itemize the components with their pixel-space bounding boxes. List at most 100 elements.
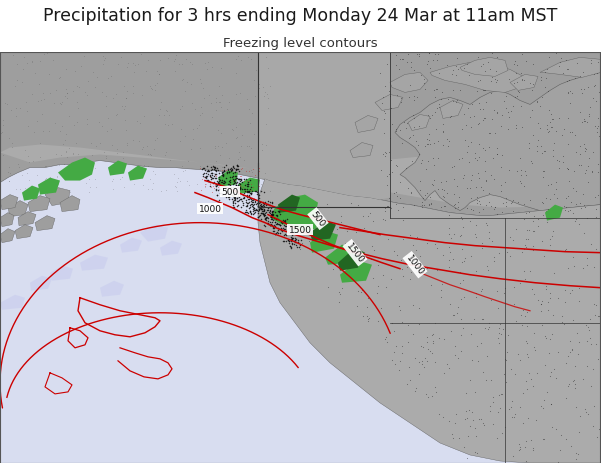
Point [526, 436, 535, 444]
Point [246, 167, 256, 174]
Point [542, 388, 552, 396]
Point [22, 107, 32, 115]
Point [221, 186, 230, 194]
Point [270, 219, 280, 226]
Point [477, 239, 486, 247]
Point [561, 395, 570, 402]
Point [241, 209, 251, 217]
Point [72, 83, 82, 90]
Point [437, 89, 447, 97]
Point [257, 210, 266, 217]
Point [538, 212, 548, 219]
Point [478, 316, 487, 323]
Point [522, 351, 532, 358]
Point [481, 376, 490, 384]
Point [393, 207, 403, 214]
Point [171, 52, 181, 59]
Point [11, 113, 21, 120]
Point [589, 402, 599, 410]
Point [218, 180, 228, 188]
Point [268, 208, 278, 215]
Point [572, 449, 581, 456]
Point [342, 228, 352, 236]
Point [228, 174, 238, 181]
Point [223, 189, 233, 197]
Point [406, 269, 416, 276]
Point [290, 238, 300, 246]
Point [277, 227, 287, 234]
Point [423, 189, 432, 197]
Point [538, 174, 548, 181]
Point [481, 220, 490, 227]
Point [551, 375, 561, 382]
Point [384, 195, 394, 203]
Point [198, 85, 208, 93]
Point [203, 173, 212, 181]
Point [109, 186, 118, 193]
Point [449, 231, 459, 238]
Point [257, 216, 266, 223]
Polygon shape [0, 53, 601, 463]
Point [469, 416, 478, 424]
Point [30, 70, 40, 77]
Point [534, 138, 543, 145]
Point [528, 132, 538, 139]
Point [514, 446, 523, 454]
Point [563, 383, 573, 390]
Point [423, 339, 432, 346]
Point [465, 422, 475, 429]
Point [264, 218, 273, 225]
Point [541, 283, 551, 290]
Point [472, 157, 482, 164]
Point [97, 89, 107, 96]
Point [395, 357, 405, 365]
Point [432, 267, 442, 274]
Point [242, 168, 251, 175]
Point [529, 228, 539, 236]
Point [588, 149, 597, 156]
Point [17, 172, 26, 180]
Point [510, 284, 519, 291]
Point [410, 261, 420, 268]
Point [239, 184, 248, 191]
Point [566, 88, 575, 96]
Point [234, 190, 243, 198]
Point [267, 200, 277, 207]
Point [546, 401, 556, 408]
Point [520, 443, 530, 450]
Polygon shape [60, 196, 80, 212]
Point [511, 318, 520, 325]
Point [561, 299, 570, 306]
Point [242, 200, 252, 208]
Point [558, 159, 568, 167]
Point [528, 61, 537, 69]
Point [403, 380, 412, 388]
Point [570, 75, 580, 82]
Point [286, 238, 296, 245]
Point [251, 206, 261, 214]
Point [378, 94, 388, 102]
Point [230, 194, 239, 202]
Point [242, 209, 251, 217]
Point [591, 98, 600, 106]
Point [209, 184, 219, 192]
Point [269, 214, 279, 222]
Point [246, 200, 256, 208]
Point [547, 124, 557, 131]
Point [459, 172, 468, 179]
Point [147, 86, 157, 93]
Point [522, 226, 532, 234]
Point [260, 88, 270, 96]
Point [537, 150, 547, 157]
Point [46, 90, 55, 97]
Point [582, 255, 592, 262]
Point [472, 449, 482, 456]
Point [219, 167, 229, 175]
Point [240, 209, 250, 216]
Point [259, 201, 269, 208]
Point [516, 171, 525, 179]
Point [255, 168, 264, 175]
Point [187, 62, 197, 69]
Point [456, 316, 466, 323]
Point [383, 171, 393, 178]
